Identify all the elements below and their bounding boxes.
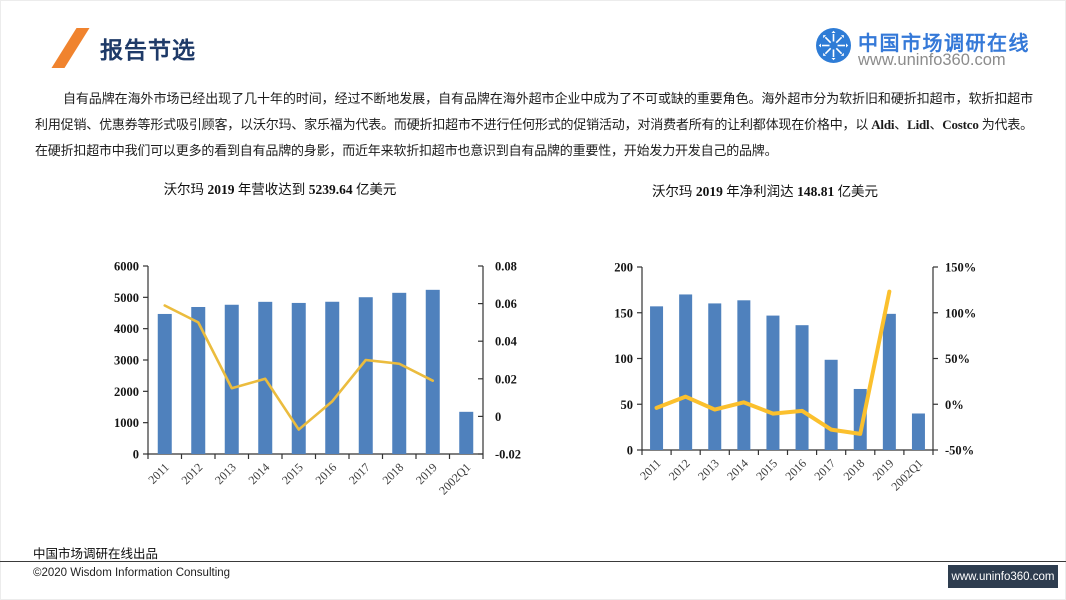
svg-text:4000: 4000 [114, 322, 139, 336]
svg-text:2000: 2000 [114, 385, 139, 399]
svg-text:2017: 2017 [346, 460, 373, 487]
svg-text:0.08: 0.08 [495, 260, 517, 274]
svg-text:2012: 2012 [179, 460, 206, 487]
bar [291, 302, 306, 454]
bar [708, 303, 722, 450]
left-chart-title: 沃尔玛 2019 年营收达到 5239.64 亿美元 [163, 182, 397, 197]
brand-name: 中国市场调研在线 [858, 33, 1030, 55]
svg-text:-50%: -50% [945, 444, 974, 458]
svg-text:50: 50 [621, 398, 634, 412]
svg-text:2018: 2018 [841, 456, 868, 483]
svg-text:0.06: 0.06 [495, 297, 517, 311]
bar [650, 306, 664, 450]
svg-text:2014: 2014 [724, 456, 751, 483]
svg-text:0: 0 [627, 444, 633, 458]
svg-text:100: 100 [614, 352, 633, 366]
bar [737, 300, 751, 450]
bar [882, 313, 896, 450]
bar [325, 301, 340, 454]
report-paragraph: 自有品牌在海外市场已经出现了几十年的时间，经过不断地发展，自有品牌在海外超市企业… [35, 91, 1033, 158]
bar [191, 306, 206, 454]
svg-text:2002Q1: 2002Q1 [436, 460, 473, 497]
right-chart-title: 沃尔玛 2019 年净利润达 148.81 亿美元 [651, 184, 879, 199]
svg-text:3000: 3000 [114, 354, 139, 368]
svg-text:6000: 6000 [114, 260, 139, 274]
svg-text:2011: 2011 [637, 456, 664, 483]
svg-text:5000: 5000 [114, 291, 139, 305]
svg-text:-0.02: -0.02 [495, 448, 521, 462]
svg-text:2019: 2019 [413, 460, 440, 487]
svg-text:2016: 2016 [313, 460, 340, 487]
svg-text:0.04: 0.04 [495, 335, 518, 349]
svg-text:50%: 50% [945, 352, 970, 366]
footer-copyright: ©2020 Wisdom Information Consulting [33, 567, 231, 579]
bar [911, 413, 925, 450]
bar [425, 289, 440, 454]
svg-text:2013: 2013 [695, 456, 722, 483]
svg-text:150%: 150% [945, 261, 976, 275]
svg-text:2015: 2015 [279, 460, 306, 487]
svg-text:2016: 2016 [782, 456, 809, 483]
footer-producer-text: 中国市场调研在线出品 [33, 547, 159, 561]
snowflake-arrows-icon [816, 28, 851, 63]
bar [766, 315, 780, 450]
svg-text:2018: 2018 [380, 460, 407, 487]
bar [392, 292, 407, 454]
svg-text:100%: 100% [945, 306, 976, 320]
revenue-bar-line-chart: 0 1000 2000 3000 4000 5000 6000 -0.02 0 0.02 0.04 0… [114, 260, 521, 498]
svg-text:2002Q1: 2002Q1 [888, 456, 925, 493]
svg-text:2011: 2011 [145, 460, 172, 487]
bar [824, 359, 838, 450]
page-title: 报告节选 [100, 37, 196, 63]
svg-text:2014: 2014 [246, 460, 273, 487]
svg-text:0%: 0% [945, 398, 964, 412]
bar [679, 294, 693, 450]
trend-line [163, 304, 435, 431]
svg-text:2017: 2017 [811, 456, 838, 483]
svg-text:2015: 2015 [753, 456, 780, 483]
svg-text:2013: 2013 [212, 460, 239, 487]
svg-text:0.02: 0.02 [495, 372, 517, 386]
bar [358, 297, 373, 454]
trend-line [654, 289, 892, 436]
svg-text:150: 150 [614, 306, 633, 320]
header-slash-decoration [51, 28, 90, 68]
bar [224, 304, 239, 454]
brand-url[interactable]: www.uninfo360.com [858, 51, 1006, 69]
bar [459, 411, 474, 454]
svg-text:0: 0 [133, 448, 139, 462]
footer-divider [0, 561, 1066, 562]
svg-text:0: 0 [495, 410, 501, 424]
svg-text:1000: 1000 [114, 416, 139, 430]
svg-text:2012: 2012 [666, 456, 693, 483]
svg-text:200: 200 [614, 261, 633, 275]
footer-url-badge[interactable]: www.uninfo360.com [948, 565, 1058, 588]
bar [157, 313, 172, 454]
bar [795, 325, 809, 450]
